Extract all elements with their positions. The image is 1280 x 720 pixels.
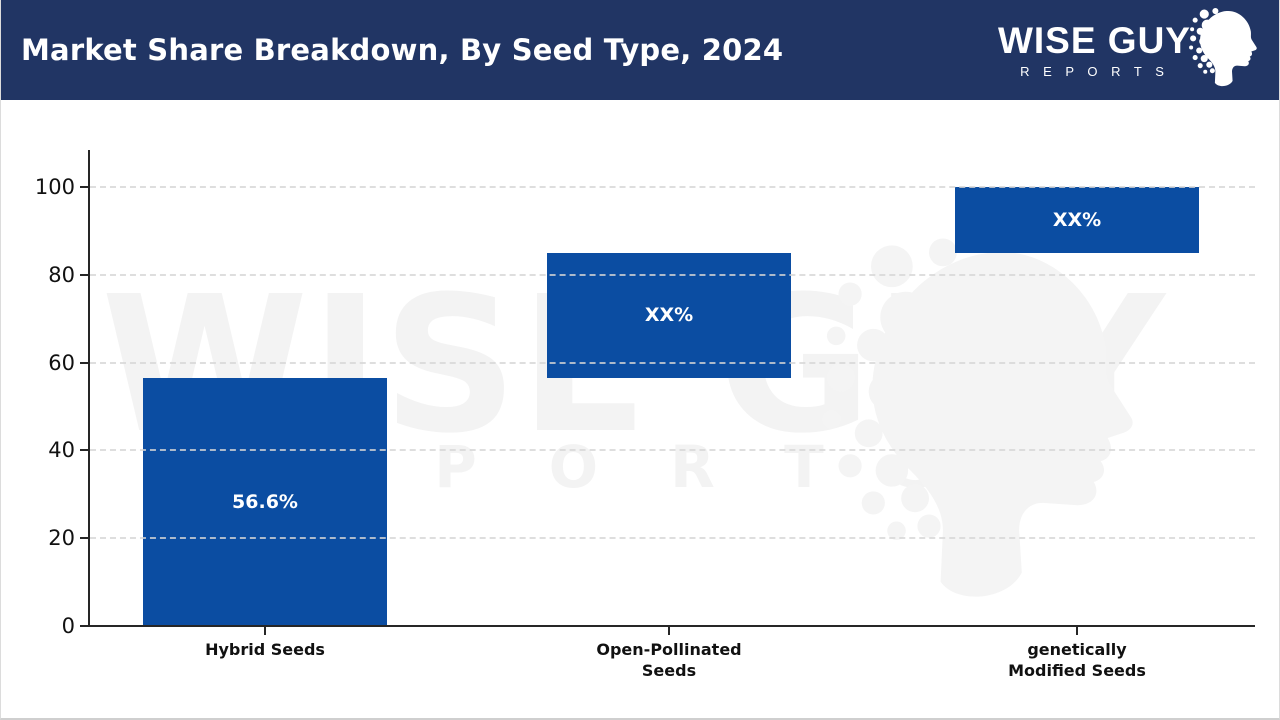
bar-value-label: XX%: [644, 304, 694, 327]
y-tick-60: [80, 361, 88, 364]
y-axis-spine: [88, 150, 90, 627]
bar-value-label: 56.6%: [232, 490, 298, 513]
y-tick-40: [80, 449, 88, 452]
gridline-40: [90, 449, 1255, 452]
bar-segment-2: XX%: [955, 187, 1199, 253]
bar-segment-0: 56.6%: [143, 377, 387, 626]
y-tick-label-80: 80: [48, 262, 75, 287]
y-tick-label-100: 100: [34, 175, 75, 199]
x-tick-2: [1076, 627, 1078, 635]
y-tick-20: [80, 537, 88, 540]
gridline-80: [90, 273, 1255, 276]
bar-segment-1: XX%: [547, 252, 791, 378]
x-axis-spine: [88, 625, 1255, 627]
header-band: Market Share Breakdown, By Seed Type, 20…: [1, 0, 1279, 100]
y-tick-100: [80, 186, 88, 188]
y-tick-label-60: 60: [48, 350, 75, 375]
logo-head-icon: [1189, 8, 1257, 87]
y-tick-label-0: 0: [61, 614, 75, 638]
bar-value-label: XX%: [1052, 208, 1102, 231]
category-label-2: genetically Modified Seeds: [1008, 640, 1146, 680]
logo-tagline: R E P O R T S: [1020, 63, 1169, 79]
y-tick-label-20: 20: [48, 526, 75, 551]
wiseguy-logo: WISE GUY R E P O R T S: [998, 7, 1263, 93]
chart-title: Market Share Breakdown, By Seed Type, 20…: [21, 33, 784, 67]
watermark-head-icon: [822, 238, 1133, 597]
gridline-20: [90, 537, 1255, 540]
x-tick-1: [668, 627, 670, 635]
gridline-100: [90, 186, 1255, 188]
logo-text: WISE GUY R E P O R T S: [998, 22, 1191, 79]
x-tick-0: [264, 627, 266, 635]
category-label-0: Hybrid Seeds: [205, 640, 325, 659]
y-tick-80: [80, 273, 88, 276]
category-label-1: Open-Pollinated Seeds: [596, 640, 742, 680]
gridline-60: [90, 361, 1255, 364]
y-tick-label-40: 40: [48, 438, 75, 463]
y-tick-0: [80, 625, 88, 627]
logo-name: WISE GUY: [997, 19, 1191, 61]
